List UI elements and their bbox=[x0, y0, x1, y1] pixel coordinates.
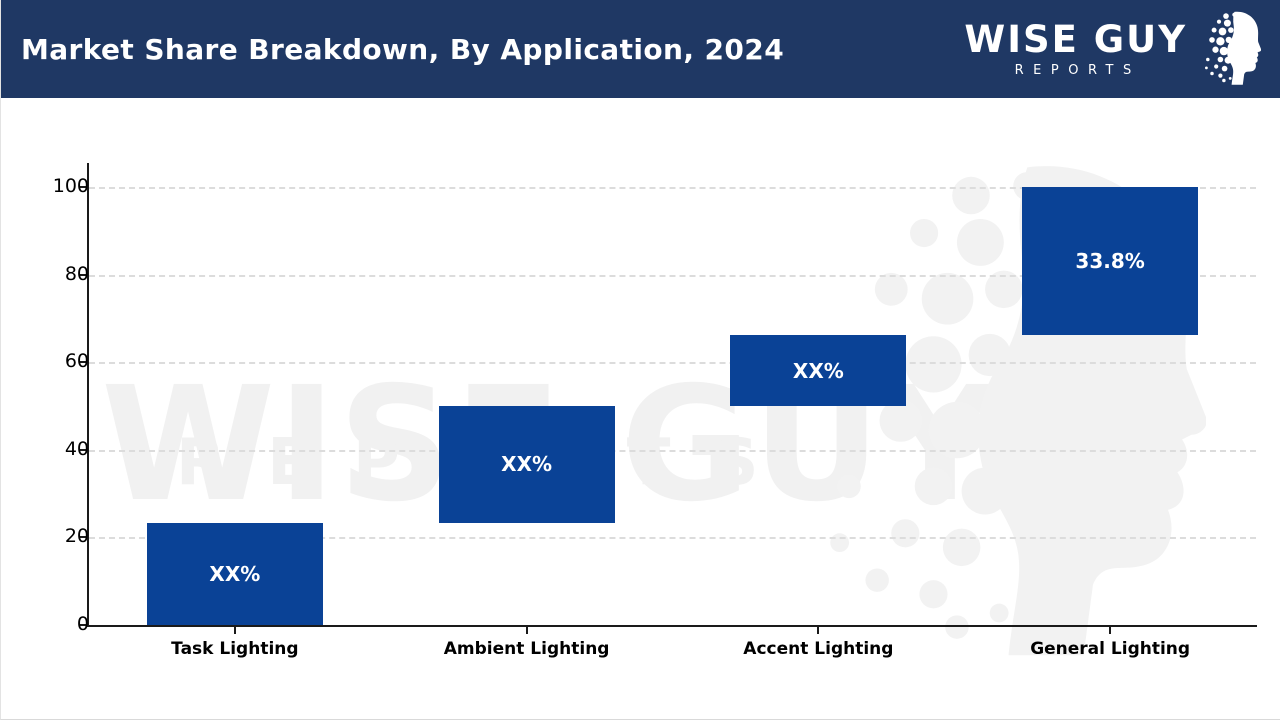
bar-ambient-lighting: XX% bbox=[438, 406, 615, 523]
gridline-60 bbox=[89, 362, 1256, 365]
gridline-100 bbox=[89, 187, 1256, 189]
logo-wordmark: WISE GUY bbox=[964, 18, 1187, 61]
gridline-80 bbox=[89, 274, 1256, 277]
bar-task-lighting: XX% bbox=[146, 522, 323, 625]
page-title: Market Share Breakdown, By Application, … bbox=[21, 32, 785, 66]
y-tick-mark-80 bbox=[79, 273, 87, 276]
x-tick-mark-ambient-lighting bbox=[525, 627, 528, 634]
x-axis-spine bbox=[87, 625, 1257, 627]
y-tick-mark-60 bbox=[79, 361, 87, 364]
bar-value-label-task-lighting: XX% bbox=[209, 561, 261, 586]
y-tick-mark-0 bbox=[79, 624, 87, 626]
y-tick-label-40: 40 bbox=[64, 437, 89, 460]
x-category-label-accent-lighting: Accent Lighting bbox=[743, 639, 894, 659]
bar-value-label-general-lighting: 33.8% bbox=[1075, 249, 1145, 274]
y-tick-label-60: 60 bbox=[64, 350, 89, 373]
bar-accent-lighting: XX% bbox=[730, 335, 907, 406]
bar-general-lighting: 33.8% bbox=[1022, 187, 1199, 336]
x-category-label-general-lighting: General Lighting bbox=[1030, 639, 1191, 659]
x-tick-mark-general-lighting bbox=[1109, 627, 1112, 634]
wiseguy-logo-text: WISE GUY REPORTS bbox=[964, 21, 1187, 77]
y-tick-label-20: 20 bbox=[64, 525, 89, 548]
header-band: Market Share Breakdown, By Application, … bbox=[1, 0, 1280, 98]
y-tick-label-100: 100 bbox=[52, 175, 89, 197]
x-category-label-ambient-lighting: Ambient Lighting bbox=[443, 639, 610, 659]
y-tick-label-0: 0 bbox=[76, 613, 89, 635]
y-tick-mark-100 bbox=[79, 186, 87, 188]
bar-value-label-ambient-lighting: XX% bbox=[501, 452, 553, 477]
y-axis-spine bbox=[87, 163, 89, 627]
y-tick-mark-40 bbox=[79, 448, 87, 451]
y-tick-label-80: 80 bbox=[64, 262, 89, 285]
x-tick-mark-accent-lighting bbox=[817, 627, 820, 634]
gridline-40 bbox=[89, 449, 1256, 452]
y-tick-mark-20 bbox=[79, 536, 87, 539]
x-tick-mark-task-lighting bbox=[233, 627, 236, 634]
wiseguy-logo: WISE GUY REPORTS bbox=[964, 7, 1261, 91]
bar-value-label-accent-lighting: XX% bbox=[792, 358, 844, 383]
gridline-20 bbox=[89, 537, 1256, 540]
logo-subtitle: REPORTS bbox=[1014, 63, 1141, 78]
x-category-label-task-lighting: Task Lighting bbox=[171, 639, 299, 659]
